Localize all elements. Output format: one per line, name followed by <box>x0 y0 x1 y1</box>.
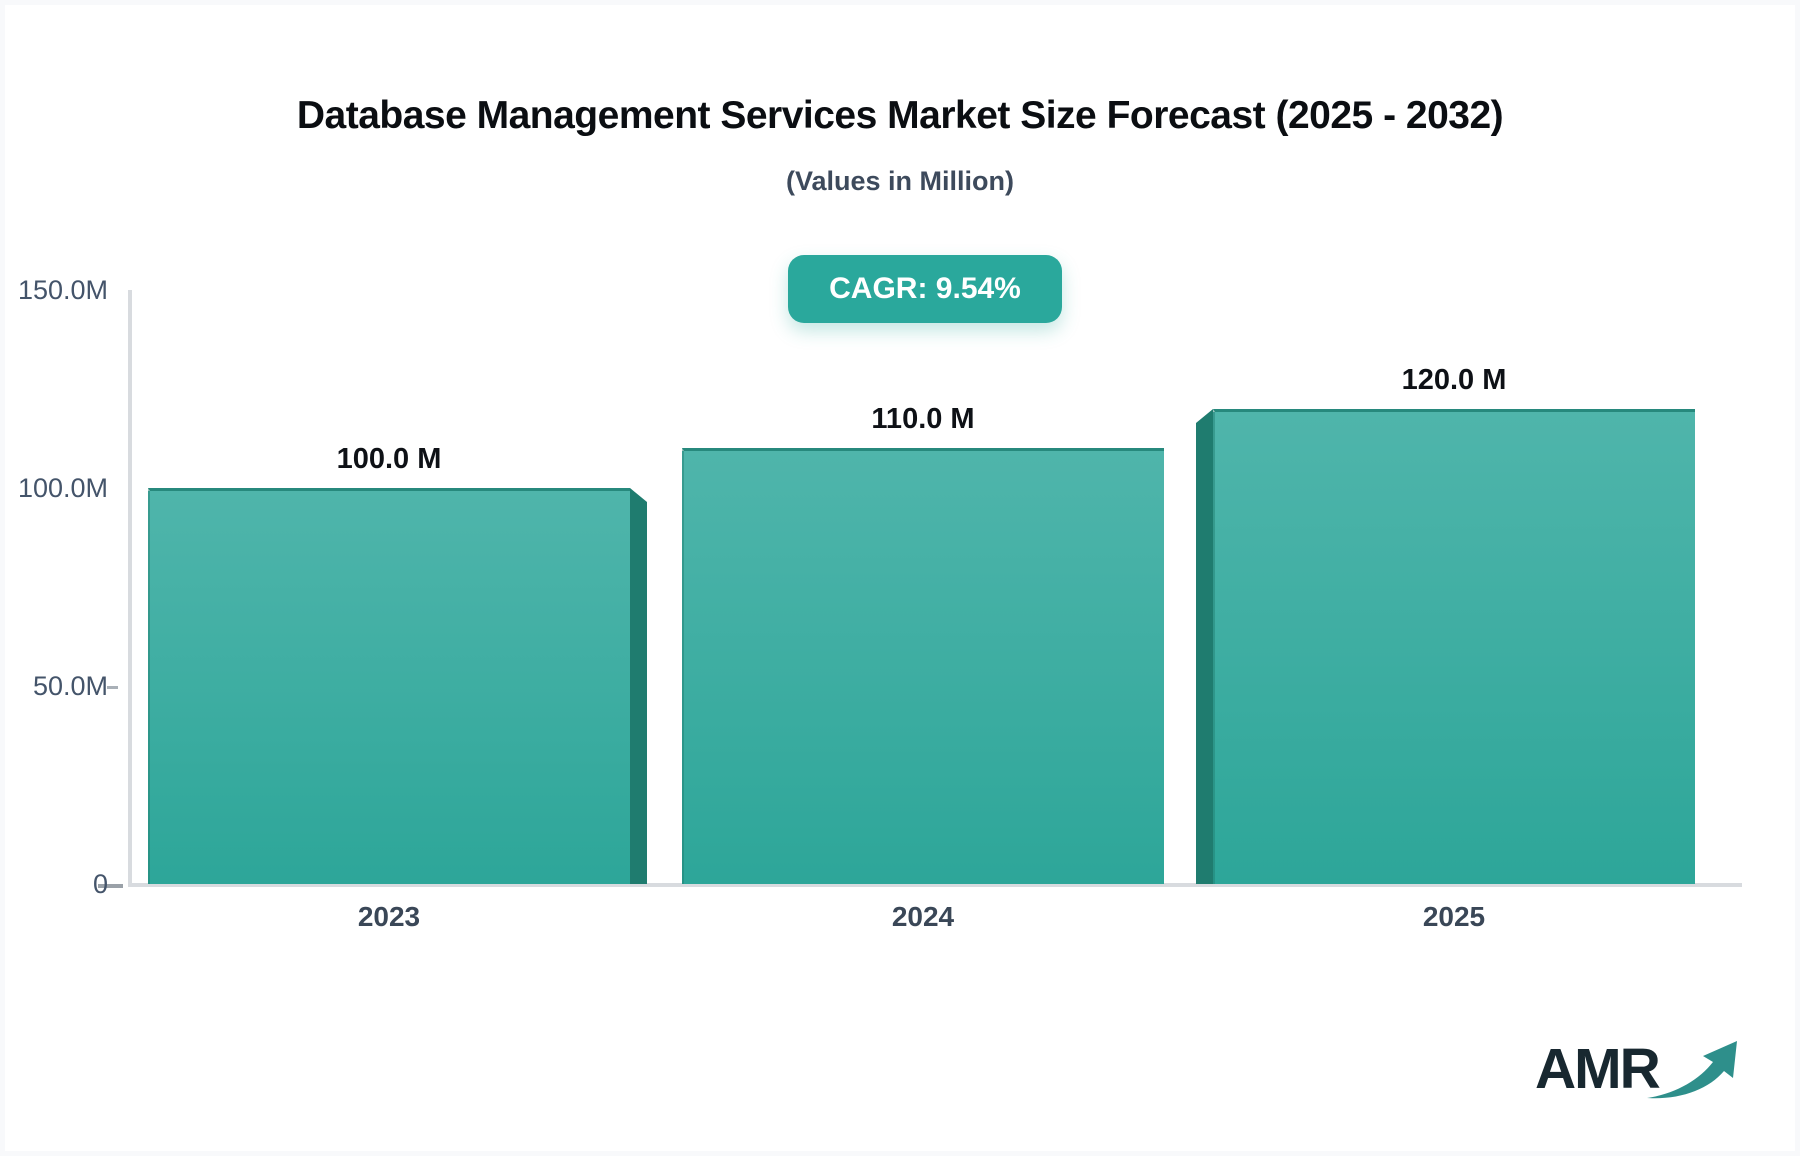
y-axis-tick-0 <box>98 884 123 888</box>
bar-2025 <box>1213 409 1695 884</box>
bar-value-label: 100.0 M <box>336 443 442 475</box>
y-axis-tick-50m <box>107 686 118 689</box>
y-axis-line <box>128 290 132 887</box>
chart-subtitle: (Values in Million) <box>785 166 1015 196</box>
amr-logo: AMR <box>1535 1036 1741 1102</box>
x-axis-label-2024: 2024 <box>891 901 955 932</box>
y-axis-label: 50.0M <box>32 671 108 701</box>
x-axis-label-2023: 2023 <box>357 901 421 932</box>
y-axis-label: 100.0M <box>17 473 108 503</box>
bar-side-panel <box>630 488 647 884</box>
x-axis-label-2025: 2025 <box>1422 901 1486 932</box>
y-axis-label: 0 <box>92 869 108 899</box>
x-axis-line <box>128 883 1742 887</box>
bar-value-label: 120.0 M <box>1401 364 1507 396</box>
bar-2024 <box>682 448 1164 884</box>
chart-title: Database Management Services Market Size… <box>296 94 1504 137</box>
growth-arrow-icon <box>1646 1041 1737 1099</box>
amr-logo-text: AMR <box>1535 1037 1661 1101</box>
bar-2023 <box>148 488 630 884</box>
cagr-badge: CAGR: 9.54% <box>788 255 1062 323</box>
y-axis-label: 150.0M <box>17 275 108 305</box>
bar-side-panel <box>1196 409 1213 884</box>
bar-value-label: 110.0 M <box>871 403 975 435</box>
